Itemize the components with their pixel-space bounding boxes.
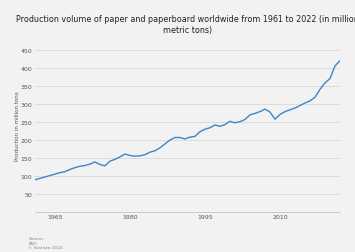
Y-axis label: Production in million tons: Production in million tons bbox=[15, 91, 20, 161]
Title: Production volume of paper and paperboard worldwide from 1961 to 2022 (in millio: Production volume of paper and paperboar… bbox=[16, 15, 355, 35]
Text: Source:
FAO
© Statista 2024: Source: FAO © Statista 2024 bbox=[28, 236, 63, 249]
